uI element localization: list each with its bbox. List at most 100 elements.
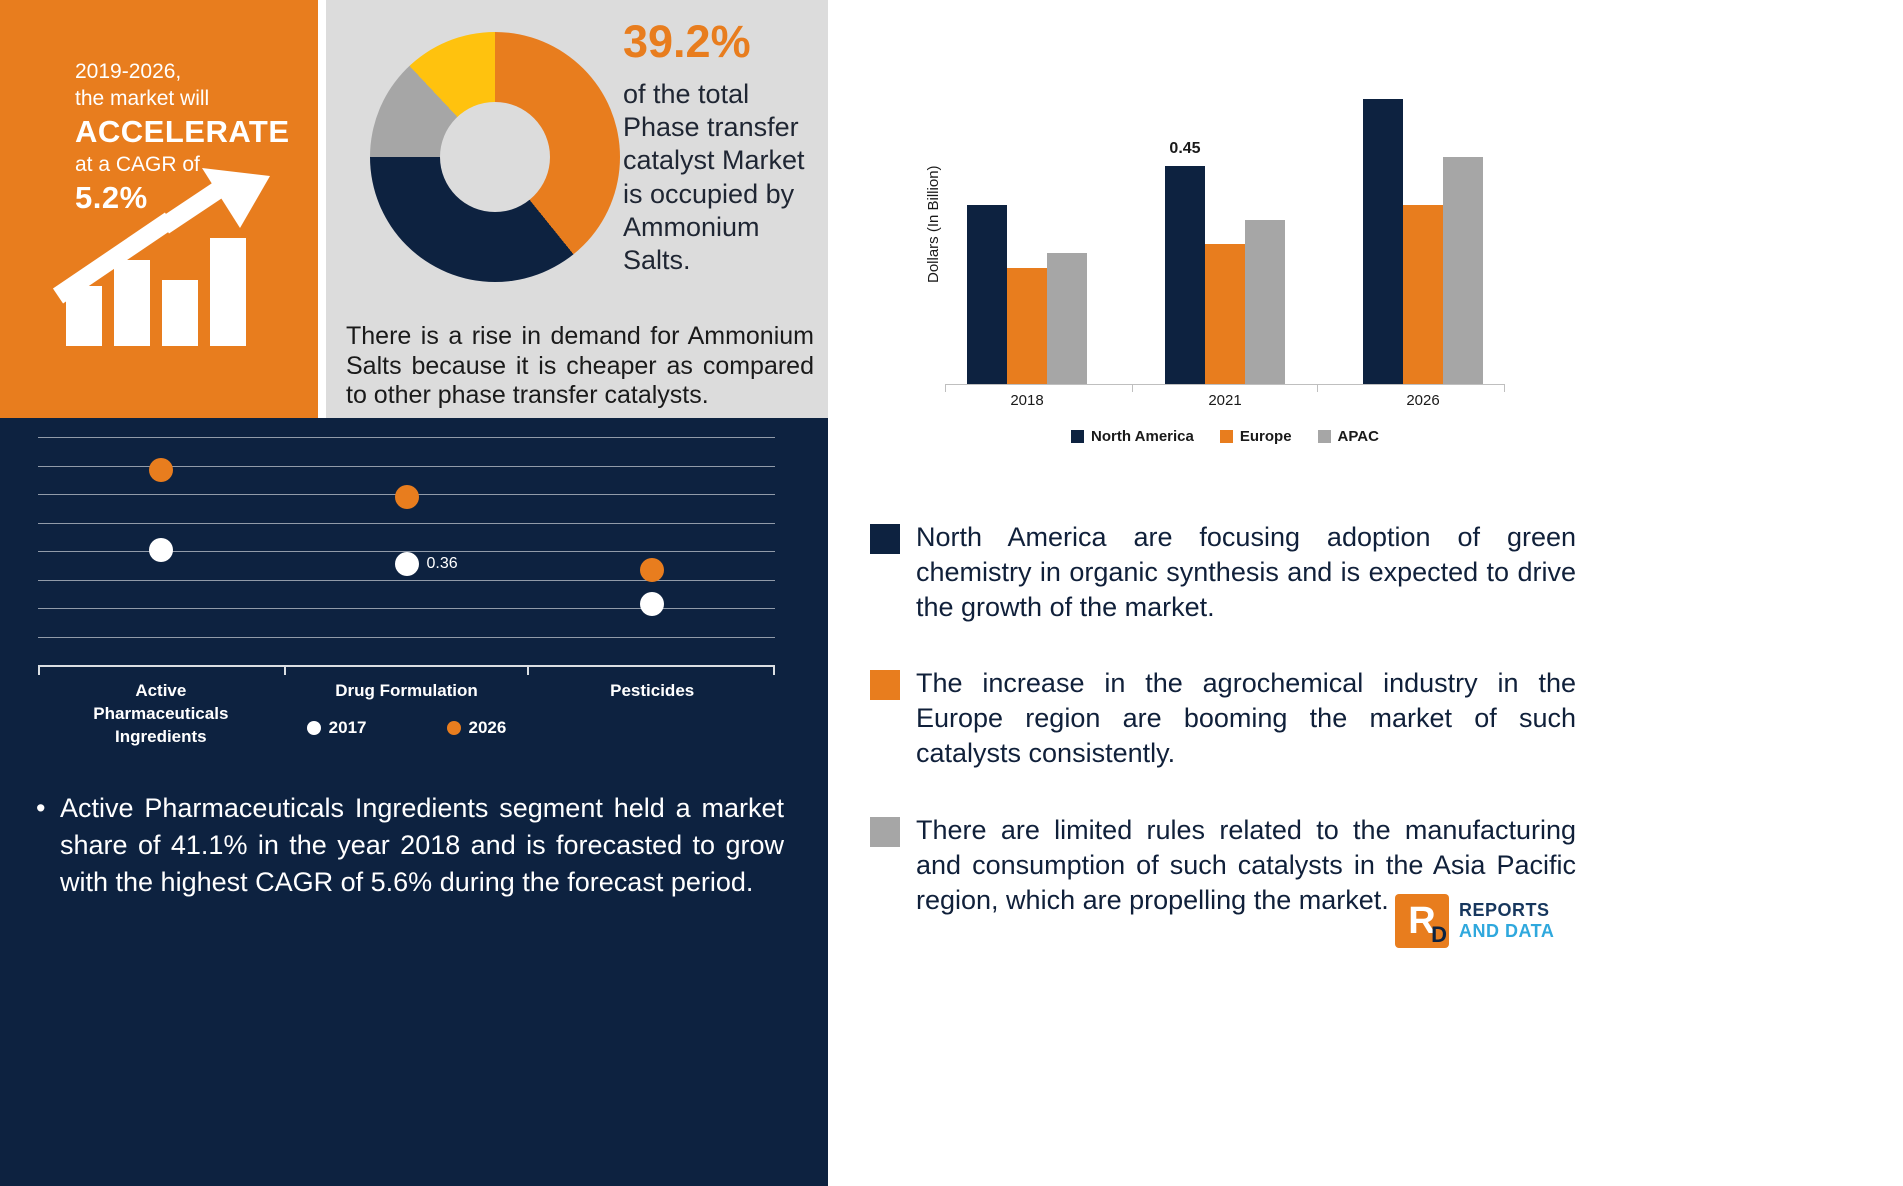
bullet-europe: The increase in the agrochemical industr…	[870, 666, 1576, 770]
bar-north-america-2018	[967, 205, 1007, 384]
bar-apac-2026	[1443, 157, 1483, 384]
dot-2017-pesticides	[640, 591, 665, 616]
bar-europe-2026	[1403, 205, 1443, 384]
axis-tick	[945, 385, 946, 392]
donut-panel: 39.2% of the total Phase transfer cataly…	[326, 0, 828, 418]
logo-line2: AND DATA	[1459, 921, 1555, 941]
reports-and-data-logo: R D REPORTS AND DATA	[1395, 894, 1554, 948]
gridline	[38, 523, 775, 524]
bullet-north-america: North America are focusing adoption of g…	[870, 520, 1576, 624]
segment-category-labels: Active Pharmaceuticals Ingredients Drug F…	[38, 680, 775, 749]
donut-headline-text: of the total Phase transfer catalyst Mar…	[623, 79, 805, 276]
axis-tick	[38, 667, 40, 675]
gridline	[38, 608, 775, 609]
gridline	[38, 637, 775, 638]
segment-panel: 0.36 Active Pharmaceuticals Ingredients D…	[0, 418, 828, 1186]
bullet-apac-text: There are limited rules related to the m…	[916, 814, 1576, 915]
axis-tick	[1504, 385, 1505, 392]
bullet-north-america-text: North America are focusing adoption of g…	[916, 522, 1576, 622]
dot-2026-pesticides	[640, 558, 665, 583]
bar-chart-legend: North America Europe APAC	[945, 428, 1505, 445]
bar-xlabel-2018: 2018	[1010, 392, 1044, 409]
bar-europe-2021	[1205, 244, 1245, 384]
segment-bullet: • Active Pharmaceuticals Ingredients seg…	[36, 790, 784, 901]
donut-caption: There is a rise in demand for Ammonium S…	[346, 322, 814, 409]
bar-group-2026	[1363, 99, 1483, 384]
dot-2026-drug-formulation	[394, 485, 419, 509]
orange-square-icon	[870, 670, 900, 701]
legend-item-apac: APAC	[1317, 428, 1379, 445]
gridline	[38, 466, 775, 467]
cagr-text: 2019-2026, the market will ACCELERATE at…	[75, 58, 290, 217]
bullet-apac: There are limited rules related to the m…	[870, 813, 1576, 917]
cagr-value: 5.2%	[75, 179, 148, 215]
legend-dot-icon	[446, 721, 461, 735]
bar-group-2021: 0.45	[1165, 140, 1285, 384]
category-label-active-pharmaceuticals-ingredients: Active Pharmaceuticals Ingredients	[93, 681, 229, 746]
segment-legend: 2017 2026	[38, 718, 775, 738]
bar-north-america-2026	[1363, 99, 1403, 384]
bar-value-label: 0.45	[1169, 140, 1201, 157]
bar-apac-2018	[1047, 253, 1087, 384]
logo-letter-r: R	[1408, 900, 1436, 942]
logo-line1: REPORTS	[1459, 900, 1550, 921]
segment-bullet-text: Active Pharmaceuticals Ingredients segme…	[60, 793, 784, 897]
cagr-line3: at a CAGR of	[75, 153, 200, 177]
logo-text: REPORTS AND DATA	[1459, 900, 1554, 941]
legend-label: 2026	[468, 718, 507, 737]
dot-2026-active-pharmaceuticals-ingredients	[148, 458, 173, 483]
legend-dot-icon	[306, 721, 321, 735]
segment-dot-plot: 0.36	[38, 437, 775, 638]
gridline	[38, 551, 775, 552]
cagr-line2: the market will	[75, 87, 210, 111]
axis-tick	[1131, 385, 1133, 392]
bar-chart-ylabel: Dollars (In Billion)	[925, 165, 942, 283]
donut-headline: 39.2% of the total Phase transfer cataly…	[623, 16, 827, 277]
dot-2017-active-pharmaceuticals-ingredients	[148, 538, 173, 563]
bar-group-2018	[967, 205, 1087, 384]
legend-label: Europe	[1239, 428, 1292, 445]
legend-label: North America	[1091, 428, 1194, 445]
gray-square-icon	[870, 816, 900, 847]
legend-item-2026: 2026	[446, 718, 507, 738]
axis-tick	[283, 667, 286, 675]
gridline	[38, 580, 775, 581]
bar-chart-xlabels: 2018 2021 2026	[945, 392, 1505, 409]
category-label-drug-formulation: Drug Formulation	[335, 681, 478, 700]
legend-swatch-icon	[1317, 430, 1331, 443]
dot-value-label: 0.36	[426, 554, 458, 572]
axis-tick	[773, 667, 775, 675]
regional-panel: Dollars (In Billion) 0.45 2018 2021 2026 N…	[828, 0, 1903, 1186]
regional-bar-chart: 0.45	[945, 95, 1505, 392]
growth-chart-icon	[52, 168, 270, 346]
legend-item-europe: Europe	[1219, 428, 1292, 445]
bar-north-america-2021: 0.45	[1165, 140, 1205, 384]
axis-tick	[1317, 385, 1319, 392]
cagr-years: 2019-2026,	[75, 60, 182, 83]
legend-swatch-icon	[1071, 430, 1085, 443]
axis-tick	[527, 667, 530, 675]
cagr-panel: 2019-2026, the market will ACCELERATE at…	[0, 0, 318, 418]
regional-bullets: North America are focusing adoption of g…	[870, 520, 1576, 917]
legend-item-north-america: North America	[1071, 428, 1194, 445]
segment-plot-axis	[38, 665, 775, 675]
category-label-pesticides: Pesticides	[610, 681, 695, 700]
logo-letter-d: D	[1431, 922, 1447, 947]
bar-xlabel-2021: 2021	[1208, 392, 1242, 409]
logo-rd-icon: R D	[1395, 894, 1449, 948]
donut-headline-value: 39.2%	[623, 16, 751, 67]
cagr-accelerate: ACCELERATE	[75, 113, 290, 149]
legend-label: APAC	[1337, 428, 1379, 445]
dot-2017-drug-formulation	[394, 551, 419, 576]
bar-europe-2018	[1007, 268, 1047, 384]
bar-xlabel-2026: 2026	[1406, 392, 1440, 409]
bullet-mark: •	[36, 793, 46, 823]
bar-apac-2021	[1245, 220, 1285, 384]
legend-label: 2017	[328, 718, 367, 737]
gridline	[38, 437, 775, 438]
legend-swatch-icon	[1219, 430, 1233, 443]
navy-square-icon	[870, 524, 900, 554]
legend-item-2017: 2017	[306, 718, 367, 738]
bullet-europe-text: The increase in the agrochemical industr…	[916, 668, 1576, 769]
